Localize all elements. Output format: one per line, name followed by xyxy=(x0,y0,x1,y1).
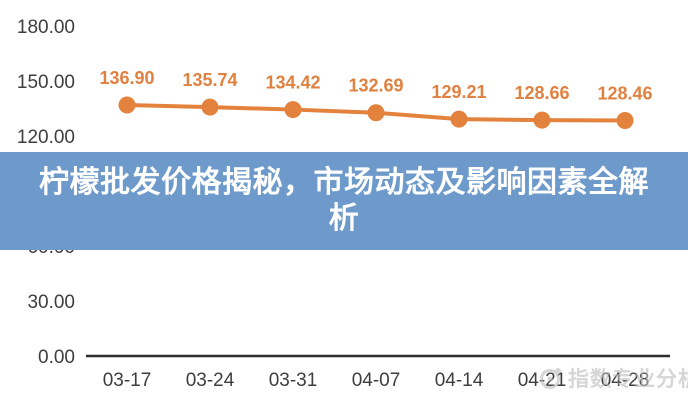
y-axis-tick-label: 120.00 xyxy=(17,127,75,148)
x-axis-tick-label: 04-14 xyxy=(435,370,484,391)
headline-title-line-1: 柠檬批发价格揭秘，市场动态及影响因素全解 xyxy=(39,166,649,199)
headline-title: 柠檬批发价格揭秘，市场动态及影响因素全解 析 xyxy=(0,152,688,250)
watermark-text: 指数专业分析 xyxy=(568,368,688,391)
x-axis-tick-label: 04-07 xyxy=(352,370,401,391)
y-axis-tick-label: 0.00 xyxy=(38,347,75,368)
data-point-label: 132.69 xyxy=(348,76,403,96)
headline-banner-background xyxy=(0,152,688,250)
data-point-marker xyxy=(367,104,385,122)
data-point-label: 128.66 xyxy=(514,83,569,103)
data-point-marker xyxy=(201,98,219,116)
data-point-label: 128.46 xyxy=(597,83,652,103)
x-axis-tick-label: 03-31 xyxy=(269,370,318,391)
data-point-marker xyxy=(118,96,136,114)
x-axis-tick-label: 04-28 xyxy=(601,370,650,391)
headline-banner: 柠檬批发价格揭秘，市场动态及影响因素全解 析 xyxy=(0,152,688,250)
x-axis-tick-label: 03-17 xyxy=(103,370,152,391)
y-axis-tick-label: 30.00 xyxy=(27,292,75,313)
x-axis-tick-label: 03-24 xyxy=(186,370,235,391)
watermark-logo-icon xyxy=(540,368,561,389)
data-point-marker xyxy=(284,101,302,119)
data-point-label: 134.42 xyxy=(265,73,320,93)
headline-title-line-2: 析 xyxy=(328,202,360,235)
watermark: 指数专业分析 xyxy=(538,363,688,393)
data-point-marker xyxy=(533,111,551,129)
data-point-label: 135.74 xyxy=(182,70,237,90)
data-point-label: 129.21 xyxy=(431,82,486,102)
y-axis-tick-label: 180.00 xyxy=(17,17,75,38)
data-point-label: 136.90 xyxy=(99,68,154,88)
data-point-marker xyxy=(616,111,634,129)
data-point-marker xyxy=(450,110,468,128)
y-axis-tick-label: 150.00 xyxy=(17,72,75,93)
